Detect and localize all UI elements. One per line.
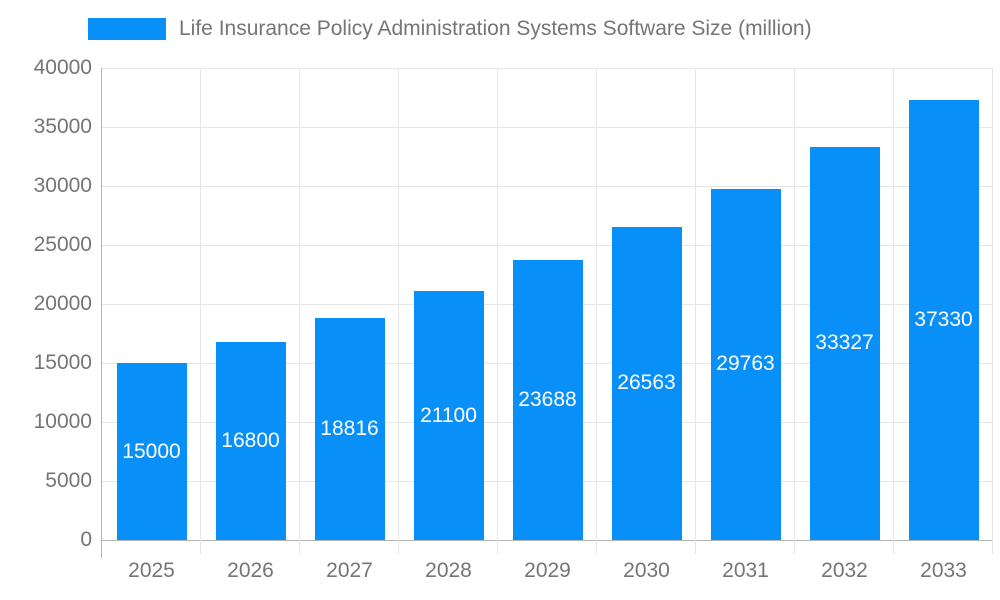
bar: 16800: [215, 341, 286, 540]
bar: 37330: [908, 99, 979, 540]
bar: 29763: [710, 188, 781, 540]
hgridline: [102, 245, 993, 246]
bar-value-label: 29763: [716, 352, 775, 376]
x-axis-tick-label: 2029: [524, 559, 571, 582]
hgridline: [102, 68, 993, 69]
vgridline: [893, 68, 894, 554]
y-axis-tick-label: 35000: [33, 115, 92, 138]
vgridline: [200, 68, 201, 554]
bar-value-label: 33327: [815, 331, 874, 355]
hgridline: [102, 186, 993, 187]
legend-label: Life Insurance Policy Administration Sys…: [179, 17, 812, 40]
bar: 33327: [809, 146, 880, 540]
hgridline: [102, 127, 993, 128]
x-axis-tick-label: 2030: [623, 559, 670, 582]
bar: 15000: [116, 363, 187, 540]
vgridline: [497, 68, 498, 554]
vgridline: [992, 68, 993, 554]
y-axis-tick-label: 10000: [33, 410, 92, 433]
bar-value-label: 21100: [420, 403, 477, 427]
vgridline: [596, 68, 597, 554]
x-axis-tick-label: 2032: [821, 559, 868, 582]
bar: 23688: [512, 260, 583, 540]
x-axis-tick-label: 2028: [425, 559, 472, 582]
plot-area: 15000 16800 18816 21100 23688 26563 29763 33327…: [101, 68, 993, 558]
vgridline: [299, 68, 300, 554]
bar-value-label: 23688: [518, 388, 577, 412]
bar-value-label: 37330: [914, 307, 973, 331]
bar: 21100: [413, 291, 484, 540]
x-axis-tick-label: 2031: [722, 559, 769, 582]
vgridline: [695, 68, 696, 554]
legend-swatch: [88, 18, 166, 40]
y-axis-tick-label: 20000: [33, 292, 92, 315]
y-axis-tick-label: 15000: [33, 351, 92, 374]
x-axis-tick-label: 2033: [920, 559, 967, 582]
y-axis-tick-label: 0: [80, 528, 92, 551]
y-axis-tick-label: 30000: [33, 174, 92, 197]
y-axis-tick-label: 40000: [33, 56, 92, 79]
x-axis-baseline: [101, 540, 993, 541]
y-axis-line: [101, 68, 102, 558]
bar-value-label: 18816: [320, 416, 379, 440]
x-axis-tick-label: 2026: [227, 559, 274, 582]
y-axis-tick-label: 25000: [33, 233, 92, 256]
x-axis-tick-label: 2027: [326, 559, 373, 582]
legend: Life Insurance Policy Administration Sys…: [88, 17, 812, 40]
bar: 18816: [314, 317, 385, 540]
bar-value-label: 26563: [617, 371, 676, 395]
y-axis-tick-label: 5000: [45, 469, 92, 492]
bar-value-label: 16800: [221, 428, 280, 452]
bar: 26563: [611, 226, 682, 540]
vgridline: [398, 68, 399, 554]
x-axis-tick-label: 2025: [128, 559, 175, 582]
vgridline: [794, 68, 795, 554]
bar-value-label: 15000: [122, 439, 181, 463]
